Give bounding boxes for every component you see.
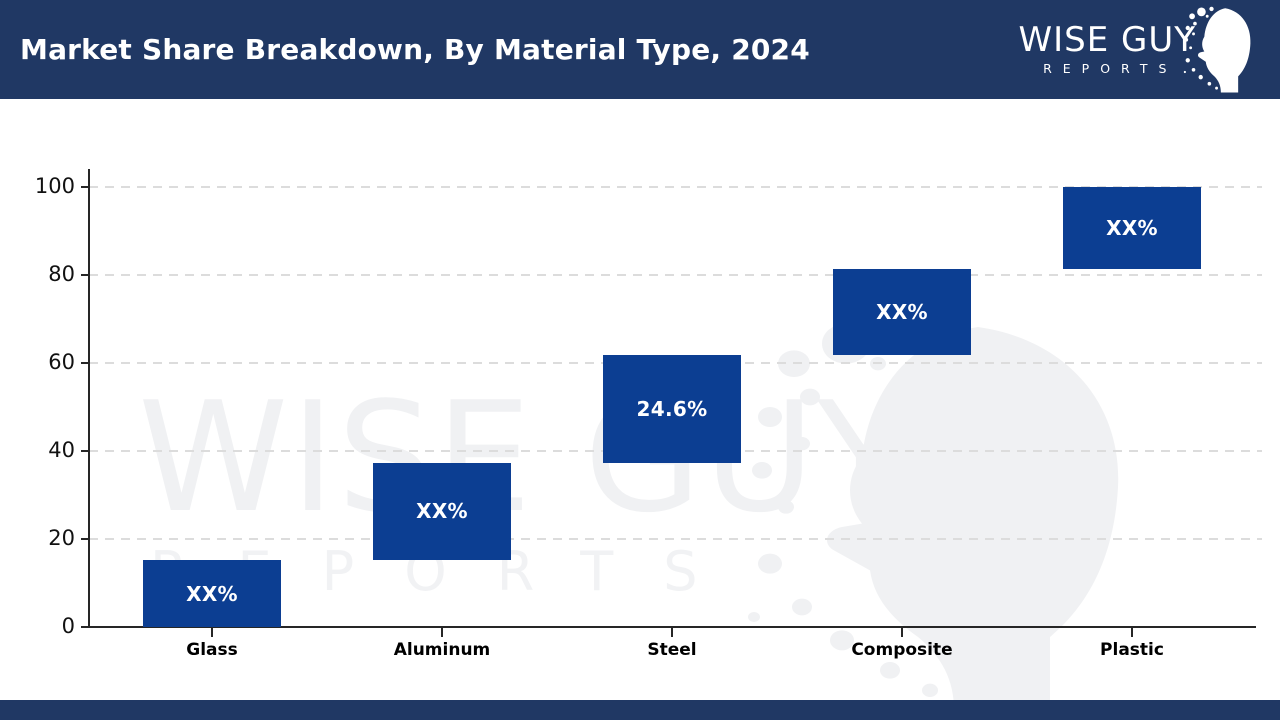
bar-value-label: 24.6% — [636, 397, 708, 422]
y-axis-tick — [80, 362, 90, 364]
y-axis-tick — [80, 450, 90, 452]
x-axis-category-label: Steel — [647, 640, 697, 660]
x-axis-category-label: Composite — [851, 640, 953, 660]
y-axis-line — [87, 169, 90, 627]
bar-composite: XX% — [833, 268, 971, 356]
footer-bar — [0, 700, 1280, 720]
y-axis-label: 0 — [61, 614, 75, 638]
x-axis-tick — [1131, 628, 1133, 637]
logo-face-icon — [1183, 6, 1251, 93]
gridline-80 — [89, 274, 1262, 276]
y-axis-tick — [80, 186, 90, 188]
bar-value-label: XX% — [186, 581, 238, 606]
logo-wordmark-line1: WISE GUY — [1018, 20, 1196, 61]
header-bar: Market Share Breakdown, By Material Type… — [0, 0, 1280, 99]
bar-value-label: XX% — [876, 299, 928, 324]
gridline-100 — [89, 186, 1262, 188]
x-axis-tick — [671, 628, 673, 637]
bar-aluminum: XX% — [373, 462, 511, 561]
y-axis-label: 60 — [48, 350, 75, 374]
logo-wordmark: WISE GUY REPORTS — [1018, 20, 1196, 76]
x-axis-category-label: Aluminum — [393, 640, 491, 660]
y-axis-label: 80 — [48, 262, 75, 286]
chart-area: WISE GUY REPORTS 0 20 40 60 80 100 XX% Glass XX%… — [0, 99, 1280, 711]
plot-area: 0 20 40 60 80 100 XX% Glass XX% Aluminum 24.6% Stee… — [0, 99, 1280, 700]
x-axis-line — [85, 625, 1256, 628]
y-axis-label: 20 — [48, 526, 75, 550]
x-axis-tick — [901, 628, 903, 637]
y-axis-label: 100 — [34, 174, 75, 198]
bar-glass: XX% — [143, 560, 281, 627]
bar-value-label: XX% — [416, 499, 468, 524]
x-axis-category-label: Plastic — [1100, 640, 1164, 660]
bar-value-label: XX% — [1106, 215, 1158, 240]
y-axis-tick — [80, 538, 90, 540]
x-axis-tick — [211, 628, 213, 637]
x-axis-tick — [441, 628, 443, 637]
gridline-20 — [89, 538, 1262, 540]
y-axis-tick — [80, 274, 90, 276]
x-axis-category-label: Glass — [186, 640, 238, 660]
brand-logo: WISE GUY REPORTS — [1018, 6, 1254, 94]
y-axis-label: 40 — [48, 438, 75, 462]
chart-title: Market Share Breakdown, By Material Type… — [20, 33, 810, 66]
logo-wordmark-line2: REPORTS — [1043, 60, 1178, 76]
bar-steel: 24.6% — [603, 355, 741, 464]
bar-plastic: XX% — [1063, 187, 1201, 269]
